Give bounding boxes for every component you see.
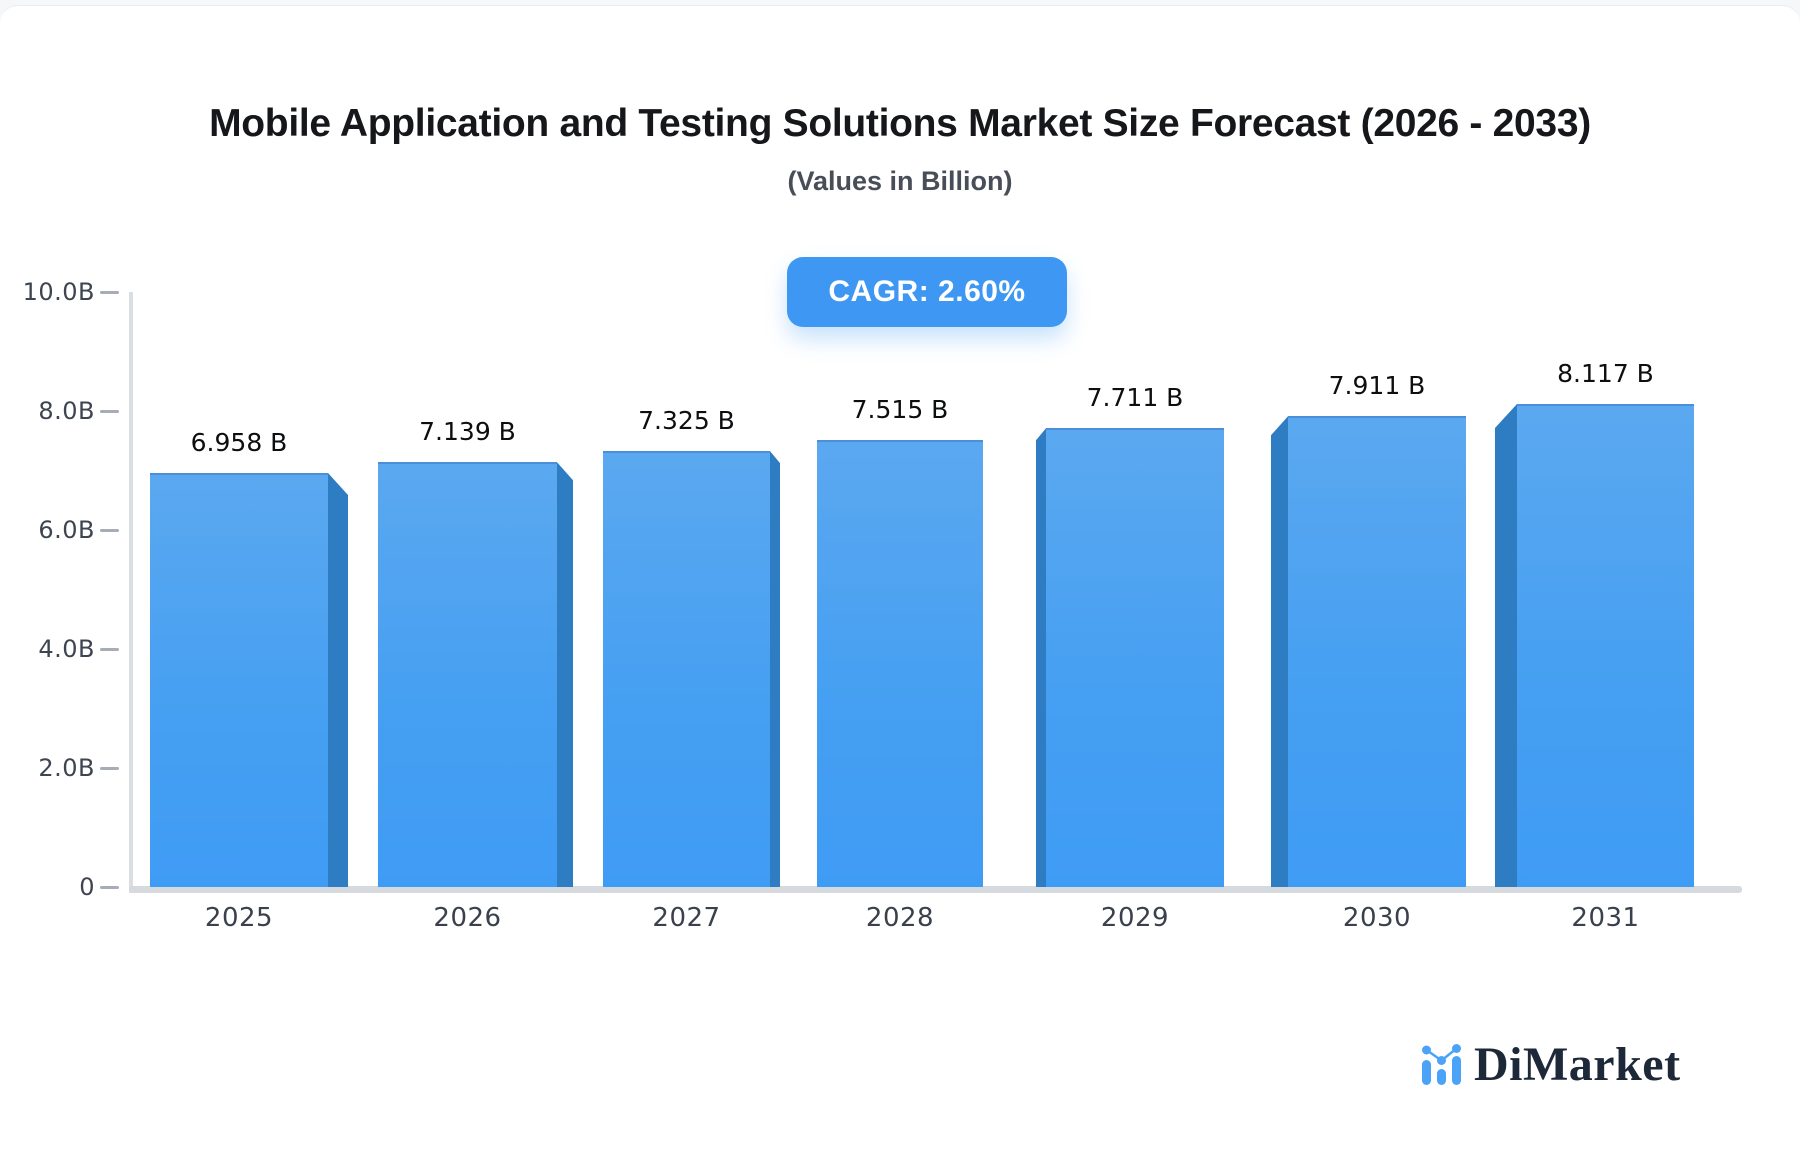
bar-side-face [1495, 404, 1517, 887]
y-tick-dash [100, 528, 119, 532]
bar-front-face [817, 439, 983, 887]
bar-2028 [817, 439, 983, 887]
chart-title: Mobile Application and Testing Solutions… [209, 102, 1591, 145]
y-tick-label: 0 [79, 873, 95, 901]
cagr-badge-label: CAGR: 2.60% [828, 275, 1026, 308]
y-tick-dash [100, 290, 119, 294]
bar-2026 [378, 462, 573, 887]
bar-value-label: 7.911 B [1328, 371, 1426, 401]
bar-front-face [1288, 416, 1466, 887]
x-tick-label-2026: 2026 [433, 903, 502, 933]
bar-front-face [603, 451, 770, 887]
x-tick-label-2027: 2027 [652, 903, 721, 933]
dimarket-logo: DiMarket [1421, 1040, 1681, 1090]
bar-value-label: 7.139 B [419, 417, 516, 447]
y-tick-label: 10.0B [22, 278, 95, 306]
bar-side-face [770, 451, 780, 887]
y-tick-label: 8.0B [38, 397, 95, 425]
x-tick-label-2029: 2029 [1100, 903, 1170, 933]
bar-value-label: 7.515 B [851, 394, 949, 424]
bar-2029 [1036, 428, 1224, 887]
bar-front-face [150, 472, 328, 887]
bar-chart-logo-icon [1422, 1044, 1461, 1085]
chart-subtitle: (Values in Billion) [787, 166, 1013, 196]
dimarket-logo-text: DiMarket [1474, 1038, 1681, 1091]
bar-2027 [603, 451, 780, 887]
x-axis-line [129, 886, 1742, 893]
x-tick-label-2028: 2028 [865, 903, 935, 933]
bar-front-face [378, 462, 557, 887]
bar-value-label: 8.117 B [1557, 359, 1654, 389]
y-tick-dash [100, 647, 119, 651]
bar-side-face [1271, 416, 1288, 887]
bar-2025 [150, 472, 348, 887]
y-axis-line [129, 292, 133, 893]
x-tick-label-2031: 2031 [1571, 903, 1640, 933]
x-tick-label-2025: 2025 [204, 903, 274, 933]
bar-value-label: 7.711 B [1086, 383, 1184, 413]
y-tick-dash [100, 885, 119, 889]
y-tick-label: 2.0B [38, 754, 95, 782]
bar-front-face [1517, 404, 1694, 887]
bar-side-face [557, 462, 573, 887]
bar-side-face [1036, 428, 1046, 887]
bar-2031 [1495, 404, 1694, 887]
y-tick-label: 6.0B [38, 516, 95, 544]
y-tick-label: 4.0B [38, 635, 95, 663]
y-tick-dash [100, 409, 119, 413]
bar-side-face [328, 472, 348, 887]
bar-value-label: 7.325 B [638, 406, 735, 436]
cagr-badge: CAGR: 2.60% [787, 257, 1067, 327]
x-tick-label-2030: 2030 [1342, 903, 1412, 933]
y-tick-dash [100, 766, 119, 770]
bar-value-label: 6.958 B [190, 427, 288, 457]
bar-front-face [1046, 428, 1224, 887]
bar-2030 [1271, 416, 1466, 887]
